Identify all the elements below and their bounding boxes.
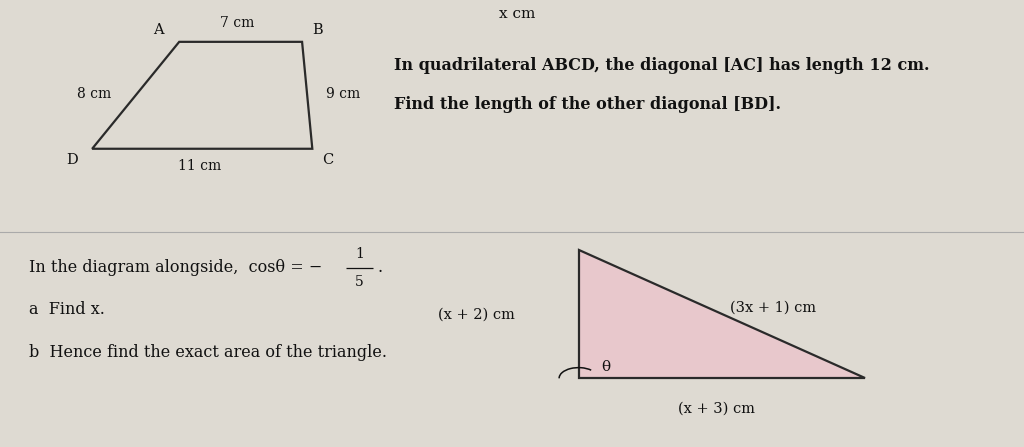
Text: 11 cm: 11 cm: [178, 159, 221, 173]
Text: 1: 1: [355, 247, 364, 261]
Text: (x + 2) cm: (x + 2) cm: [438, 308, 515, 322]
Text: Find the length of the other diagonal [BD].: Find the length of the other diagonal [B…: [394, 96, 781, 113]
Text: C: C: [323, 153, 333, 167]
Text: 8 cm: 8 cm: [77, 87, 112, 101]
Text: 7 cm: 7 cm: [220, 16, 255, 30]
Text: 5: 5: [355, 275, 364, 289]
Text: In the diagram alongside,  cosθ = −: In the diagram alongside, cosθ = −: [29, 259, 322, 276]
Text: (x + 3) cm: (x + 3) cm: [678, 402, 756, 416]
Text: In quadrilateral ABCD, the diagonal [AC] has length 12 cm.: In quadrilateral ABCD, the diagonal [AC]…: [394, 57, 930, 74]
Text: x cm: x cm: [499, 7, 536, 21]
Text: θ: θ: [601, 359, 610, 374]
Text: .: .: [378, 259, 383, 276]
Text: A: A: [154, 23, 164, 37]
Text: B: B: [312, 23, 323, 37]
Text: b  Hence find the exact area of the triangle.: b Hence find the exact area of the trian…: [29, 344, 387, 361]
Text: a  Find x.: a Find x.: [29, 301, 104, 318]
Text: D: D: [66, 153, 78, 167]
Polygon shape: [92, 42, 312, 149]
Text: 9 cm: 9 cm: [326, 87, 360, 101]
Polygon shape: [579, 249, 865, 378]
Text: (3x + 1) cm: (3x + 1) cm: [730, 300, 816, 315]
